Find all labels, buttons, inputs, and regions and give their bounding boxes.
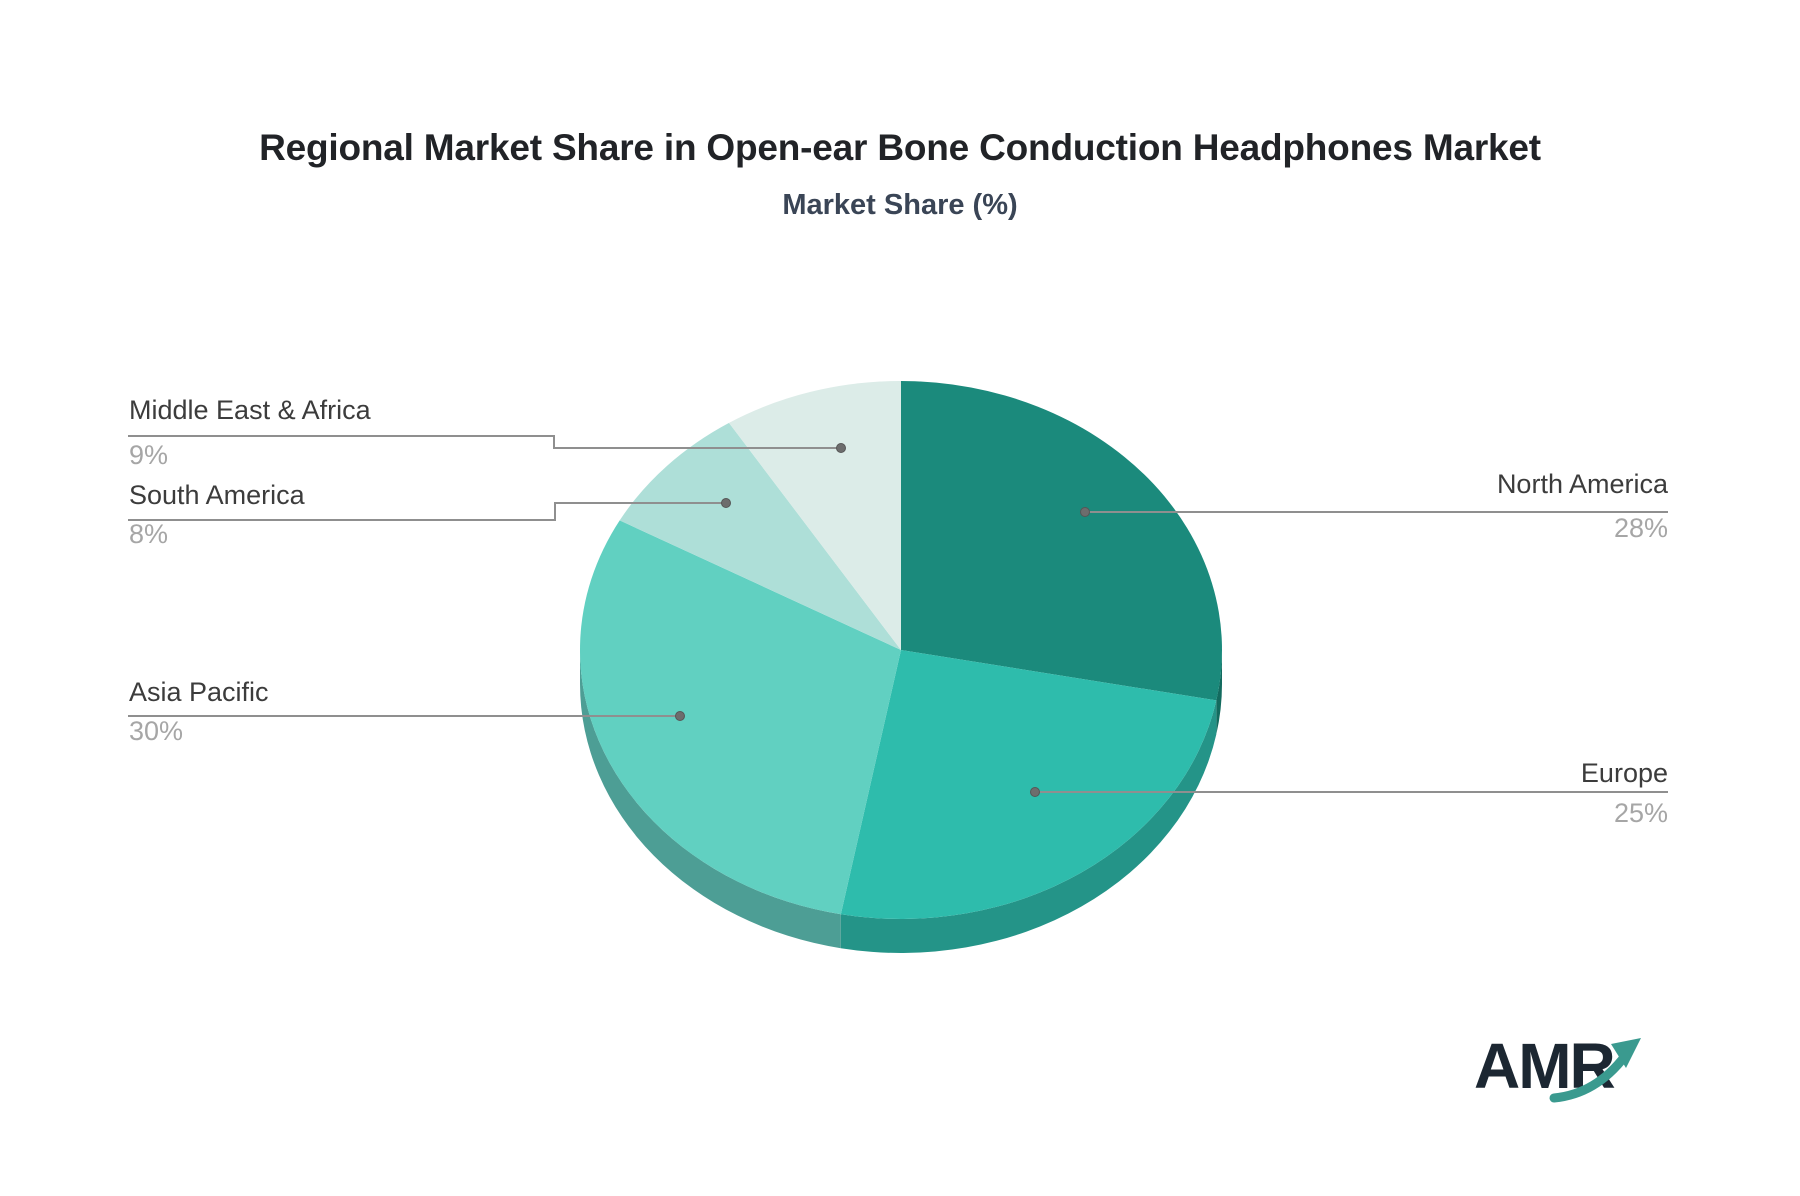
slice-label-europe: Europe <box>1580 758 1668 788</box>
chart-subtitle: Market Share (%) <box>782 189 1018 221</box>
slice-label-north-america: North America <box>1496 469 1668 499</box>
leader-dot-south-america <box>721 498 731 508</box>
pie-slice-asia-pacific[interactable] <box>580 520 901 915</box>
leader-line-middle-east-africa <box>128 435 841 449</box>
leader-dot-europe <box>1030 787 1040 797</box>
slice-percent-middle-east-africa: 9% <box>129 440 169 470</box>
leader-dot-middle-east-africa <box>836 443 846 453</box>
leader-dot-asia-pacific <box>675 711 685 721</box>
slice-percent-europe: 25% <box>1613 798 1668 828</box>
slice-label-asia-pacific: Asia Pacific <box>129 677 269 707</box>
logo-arrow-swoosh <box>1549 1051 1630 1103</box>
slice-percent-north-america: 28% <box>1613 513 1668 543</box>
leader-dot-north-america <box>1080 507 1090 517</box>
logo-arrow-head-icon <box>1611 1038 1641 1068</box>
slice-label-south-america: South America <box>129 480 305 510</box>
leader-line-south-america <box>128 502 726 521</box>
pie-slice-wall-asia-pacific <box>580 650 841 949</box>
pie-slice-north-america[interactable] <box>901 381 1222 701</box>
amr-logo: AMR <box>1474 1030 1641 1103</box>
slice-percent-south-america: 8% <box>129 519 169 549</box>
amr-logo-text: AMR <box>1474 1030 1615 1102</box>
pie-slice-wall-north-america <box>1216 650 1222 735</box>
pie-slice-europe[interactable] <box>840 650 1217 919</box>
pie-slice-wall-europe <box>840 700 1217 953</box>
chart-title: Regional Market Share in Open-ear Bone C… <box>259 127 1541 168</box>
slice-label-middle-east-africa: Middle East & Africa <box>129 395 371 425</box>
pie-slice-south-america[interactable] <box>619 422 901 650</box>
slice-percent-asia-pacific: 30% <box>129 716 184 746</box>
